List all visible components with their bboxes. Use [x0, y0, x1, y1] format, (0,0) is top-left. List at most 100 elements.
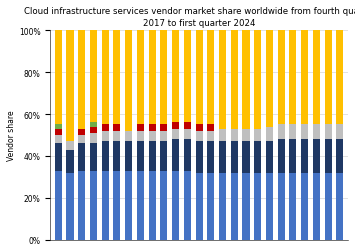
- Y-axis label: Vendor share: Vendor share: [7, 110, 16, 161]
- Bar: [90, 31, 97, 123]
- Bar: [90, 133, 97, 144]
- Bar: [137, 131, 144, 142]
- Bar: [137, 31, 144, 125]
- Bar: [231, 142, 238, 173]
- Bar: [324, 140, 332, 173]
- Bar: [160, 125, 168, 131]
- Bar: [219, 31, 226, 129]
- Bar: [207, 125, 214, 131]
- Bar: [219, 142, 226, 173]
- Bar: [78, 135, 85, 144]
- Bar: [113, 131, 120, 142]
- Bar: [324, 31, 332, 125]
- Bar: [207, 131, 214, 142]
- Bar: [113, 142, 120, 171]
- Bar: [66, 31, 73, 142]
- Bar: [125, 31, 132, 131]
- Bar: [207, 173, 214, 240]
- Bar: [55, 129, 62, 135]
- Bar: [149, 125, 155, 131]
- Bar: [55, 144, 62, 171]
- Bar: [242, 129, 250, 142]
- Bar: [336, 140, 343, 173]
- Bar: [289, 31, 296, 125]
- Bar: [172, 140, 179, 171]
- Bar: [184, 123, 191, 129]
- Bar: [301, 125, 308, 140]
- Bar: [55, 135, 62, 144]
- Bar: [125, 171, 132, 240]
- Bar: [172, 129, 179, 140]
- Bar: [78, 171, 85, 240]
- Bar: [90, 144, 97, 171]
- Bar: [137, 142, 144, 171]
- Bar: [207, 31, 214, 125]
- Bar: [125, 131, 132, 142]
- Bar: [102, 125, 109, 131]
- Bar: [196, 173, 203, 240]
- Bar: [266, 127, 273, 142]
- Bar: [254, 142, 261, 173]
- Bar: [172, 171, 179, 240]
- Bar: [278, 31, 285, 125]
- Bar: [102, 131, 109, 142]
- Bar: [254, 129, 261, 142]
- Bar: [90, 123, 97, 127]
- Bar: [278, 125, 285, 140]
- Bar: [78, 129, 85, 135]
- Bar: [172, 123, 179, 129]
- Bar: [336, 173, 343, 240]
- Bar: [231, 31, 238, 129]
- Bar: [160, 131, 168, 142]
- Bar: [313, 31, 320, 125]
- Bar: [278, 173, 285, 240]
- Bar: [266, 142, 273, 173]
- Bar: [219, 129, 226, 142]
- Bar: [289, 125, 296, 140]
- Bar: [242, 31, 250, 129]
- Bar: [313, 125, 320, 140]
- Bar: [55, 171, 62, 240]
- Bar: [102, 171, 109, 240]
- Bar: [207, 142, 214, 173]
- Bar: [66, 142, 73, 150]
- Bar: [231, 173, 238, 240]
- Bar: [289, 140, 296, 173]
- Bar: [301, 31, 308, 125]
- Bar: [137, 125, 144, 131]
- Bar: [184, 129, 191, 140]
- Bar: [78, 31, 85, 129]
- Bar: [254, 173, 261, 240]
- Bar: [313, 173, 320, 240]
- Bar: [149, 131, 155, 142]
- Bar: [324, 173, 332, 240]
- Bar: [78, 144, 85, 171]
- Bar: [125, 142, 132, 171]
- Bar: [196, 31, 203, 125]
- Bar: [278, 140, 285, 173]
- Bar: [102, 31, 109, 125]
- Bar: [113, 125, 120, 131]
- Bar: [219, 173, 226, 240]
- Bar: [231, 129, 238, 142]
- Title: Cloud infrastructure services vendor market share worldwide from fourth quarter
: Cloud infrastructure services vendor mar…: [24, 7, 355, 28]
- Bar: [55, 125, 62, 129]
- Bar: [90, 171, 97, 240]
- Bar: [301, 173, 308, 240]
- Bar: [160, 142, 168, 171]
- Bar: [254, 31, 261, 129]
- Bar: [66, 173, 73, 240]
- Bar: [137, 171, 144, 240]
- Bar: [172, 29, 179, 123]
- Bar: [184, 140, 191, 171]
- Bar: [66, 150, 73, 173]
- Bar: [242, 142, 250, 173]
- Bar: [301, 140, 308, 173]
- Bar: [324, 125, 332, 140]
- Bar: [113, 171, 120, 240]
- Bar: [196, 142, 203, 173]
- Bar: [266, 173, 273, 240]
- Bar: [266, 31, 273, 127]
- Bar: [90, 127, 97, 133]
- Bar: [149, 171, 155, 240]
